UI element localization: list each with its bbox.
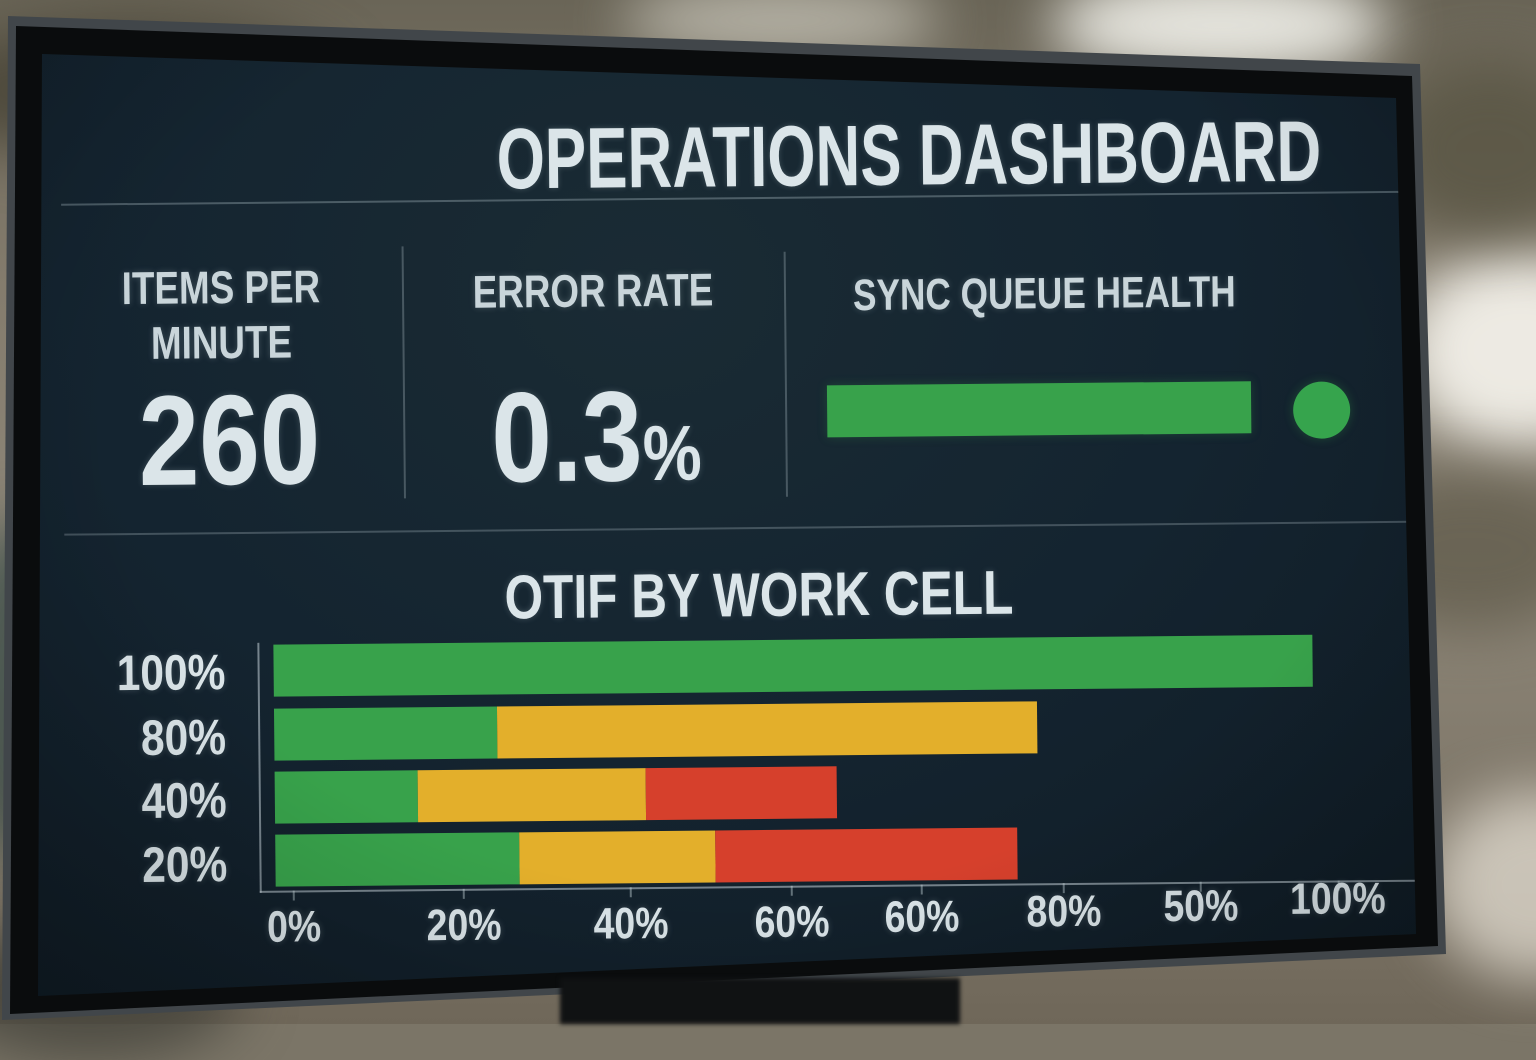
x-axis-tick bbox=[293, 890, 295, 900]
otif-bar-row bbox=[274, 698, 1334, 760]
otif-bar-segment-green bbox=[275, 770, 419, 823]
dashboard: OPERATIONS DASHBOARD ITEMS PER MINUTE 26… bbox=[0, 0, 1536, 1031]
monitor-screen: OPERATIONS DASHBOARD ITEMS PER MINUTE 26… bbox=[0, 0, 1536, 1024]
kpi-label: MINUTE bbox=[75, 314, 368, 371]
x-axis-label: 60% bbox=[724, 897, 860, 948]
otif-chart-title: OTIF BY WORK CELL bbox=[455, 557, 1064, 634]
otif-bar-row bbox=[275, 761, 1335, 823]
x-axis-tick bbox=[630, 887, 632, 897]
kpi-label: ITEMS PER bbox=[74, 259, 367, 316]
kpi-value: 260 bbox=[67, 366, 391, 516]
x-axis-label: 40% bbox=[563, 899, 699, 950]
y-axis-label: 20% bbox=[65, 835, 227, 895]
otif-bar-row bbox=[275, 824, 1335, 886]
sync-health-bar bbox=[827, 381, 1251, 437]
monitor-stand bbox=[560, 978, 960, 1024]
kpi-label: SYNC QUEUE HEALTH bbox=[853, 268, 1197, 321]
otif-bar-segment-amber bbox=[519, 830, 716, 884]
kpi-value-unit: % bbox=[642, 408, 702, 500]
x-axis-tick bbox=[791, 886, 793, 896]
otif-bar-segment-green bbox=[274, 707, 497, 761]
y-axis-label: 80% bbox=[64, 708, 226, 768]
x-axis-label: 60% bbox=[854, 892, 990, 943]
otif-bar-segment-green bbox=[273, 635, 1312, 697]
kpi-divider bbox=[784, 252, 788, 497]
x-axis-tick bbox=[463, 889, 465, 899]
x-axis-label: 50% bbox=[1133, 881, 1269, 932]
otif-bar-segment-amber bbox=[418, 768, 646, 822]
kpi-label: ERROR RATE bbox=[446, 262, 739, 319]
x-axis-label: 100% bbox=[1270, 874, 1406, 925]
y-axis-line bbox=[257, 643, 261, 893]
otif-bar-segment-amber bbox=[497, 701, 1038, 758]
y-axis-label: 40% bbox=[65, 771, 227, 831]
kpi-value-number: 0.3 bbox=[491, 363, 644, 511]
section-divider bbox=[64, 520, 1454, 535]
x-axis-label: 20% bbox=[396, 900, 532, 951]
otif-bar-segment-red bbox=[646, 766, 837, 820]
x-axis-label: 80% bbox=[996, 886, 1132, 937]
otif-bar-segment-green bbox=[275, 832, 519, 886]
otif-bar-segment-red bbox=[715, 828, 1018, 883]
kpi-divider bbox=[402, 246, 406, 498]
y-axis-label: 100% bbox=[64, 643, 226, 703]
kpi-value: 0.3% bbox=[438, 362, 754, 512]
otif-bar-row bbox=[273, 635, 1333, 697]
sync-health-status-dot bbox=[1293, 381, 1351, 439]
x-axis-label: 0% bbox=[226, 902, 362, 953]
